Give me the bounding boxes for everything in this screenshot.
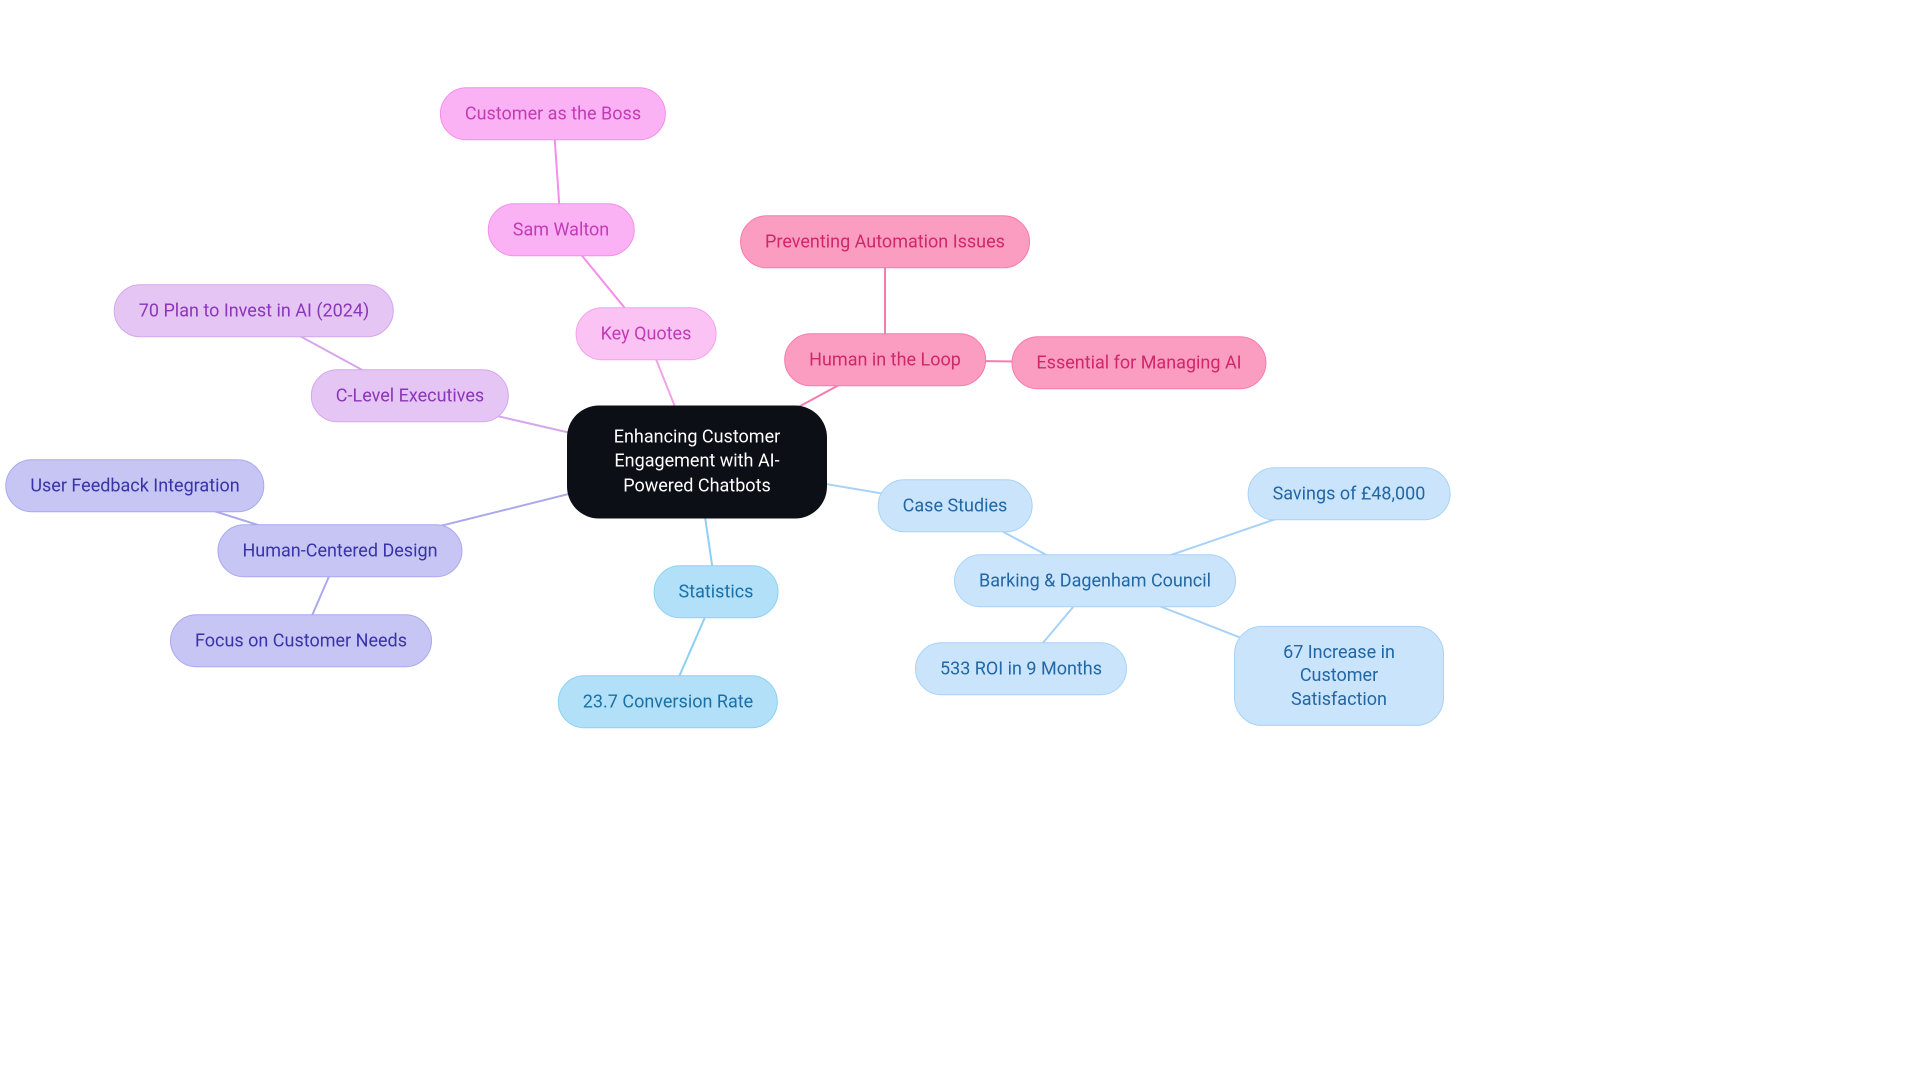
mindmap-node: Human-Centered Design [217, 524, 462, 577]
mindmap-node: 533 ROI in 9 Months [915, 642, 1127, 695]
mindmap-node: Sam Walton [488, 203, 635, 256]
mindmap-node: Focus on Customer Needs [170, 614, 432, 667]
mindmap-node: Key Quotes [576, 307, 717, 360]
mindmap-node: User Feedback Integration [5, 459, 264, 512]
mindmap-node: Customer as the Boss [440, 87, 666, 140]
mindmap-node: Essential for Managing AI [1011, 336, 1266, 389]
mindmap-node: Human in the Loop [784, 333, 986, 386]
mindmap-node: Savings of £48,000 [1248, 467, 1451, 520]
mindmap-node: Statistics [654, 565, 779, 618]
mindmap-node: Preventing Automation Issues [740, 215, 1030, 268]
mindmap-root: Enhancing Customer Engagement with AI-Po… [567, 406, 827, 519]
mindmap-node: 67 Increase in Customer Satisfaction [1234, 626, 1444, 726]
mindmap-node: Barking & Dagenham Council [954, 554, 1236, 607]
mindmap-node: Case Studies [878, 479, 1033, 532]
mindmap-node: 70 Plan to Invest in AI (2024) [114, 284, 394, 337]
mindmap-node: 23.7 Conversion Rate [558, 675, 778, 728]
mindmap-node: C-Level Executives [311, 369, 509, 422]
